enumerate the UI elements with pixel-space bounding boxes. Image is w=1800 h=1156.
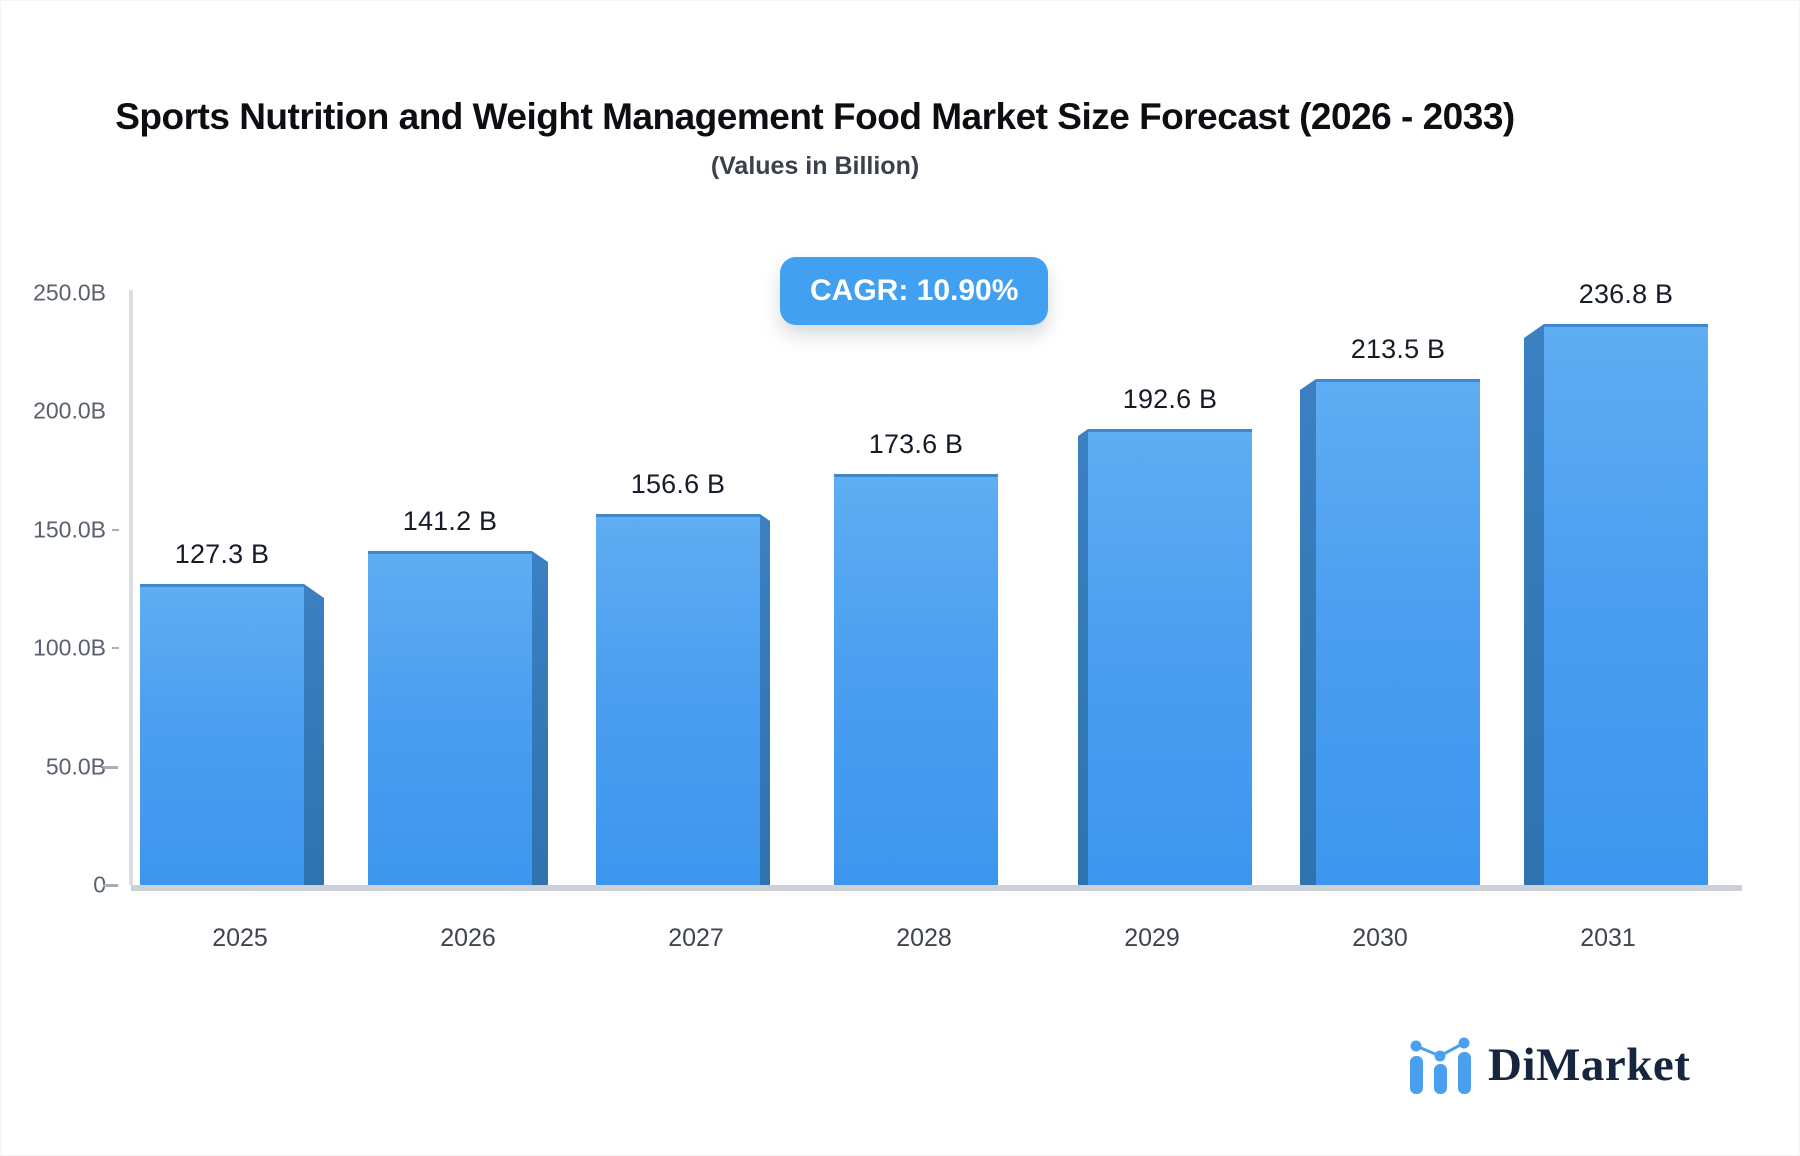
bar-value-label: 213.5 B — [1350, 334, 1446, 364]
bar — [1088, 429, 1252, 885]
bar — [140, 584, 304, 885]
y-axis-label: 200.0B — [33, 397, 106, 424]
y-axis-tick — [112, 647, 119, 649]
y-axis-tick — [103, 765, 118, 769]
bar-value-label: 156.6 B — [630, 469, 726, 499]
bar — [596, 514, 760, 885]
bar-value-label: 141.2 B — [402, 506, 498, 536]
y-axis-label: 250.0B — [33, 279, 106, 306]
brand-logo: DiMarket — [1408, 1036, 1690, 1094]
x-axis-label: 2027 — [668, 924, 724, 952]
y-axis-tick — [103, 883, 118, 887]
y-axis-label: 50.0B — [45, 753, 106, 780]
bar-value-label: 236.8 B — [1578, 279, 1674, 309]
y-axis-label: 100.0B — [33, 634, 106, 661]
bar-line-chart-icon — [1410, 1037, 1471, 1094]
bar-side-face — [1078, 429, 1088, 885]
chart-title: Sports Nutrition and Weight Management F… — [115, 96, 1515, 137]
bar — [1316, 379, 1480, 885]
bar-value-label: 173.6 B — [868, 429, 964, 459]
x-axis-baseline — [131, 885, 1742, 891]
y-axis-label: 150.0B — [33, 516, 106, 543]
x-axis-label: 2025 — [212, 924, 268, 952]
bar-side-face — [304, 584, 324, 885]
bar-side-face — [1524, 324, 1544, 885]
y-axis-tick — [112, 529, 119, 531]
x-axis-label: 2031 — [1580, 924, 1636, 952]
x-axis-label: 2030 — [1352, 924, 1408, 952]
cagr-badge: CAGR: 10.90% — [780, 257, 1049, 325]
brand-logo-text: DiMarket — [1488, 1039, 1691, 1091]
y-axis-label: 0 — [93, 871, 106, 898]
bar-value-label: 192.6 B — [1122, 384, 1218, 414]
x-axis-label: 2028 — [896, 924, 952, 952]
bar-side-face — [1300, 379, 1316, 885]
bar-side-face — [760, 514, 770, 885]
cagr-badge-label: CAGR: 10.90% — [810, 274, 1019, 307]
bar — [368, 551, 532, 885]
x-axis-label: 2026 — [440, 924, 496, 952]
y-axis-line — [129, 290, 133, 885]
bar — [1544, 324, 1708, 885]
x-axis-label: 2029 — [1124, 924, 1180, 952]
bar — [834, 474, 998, 885]
chart-subtitle: (Values in Billion) — [710, 152, 920, 180]
bar-value-label: 127.3 B — [174, 539, 270, 569]
bar-side-face — [532, 551, 548, 885]
